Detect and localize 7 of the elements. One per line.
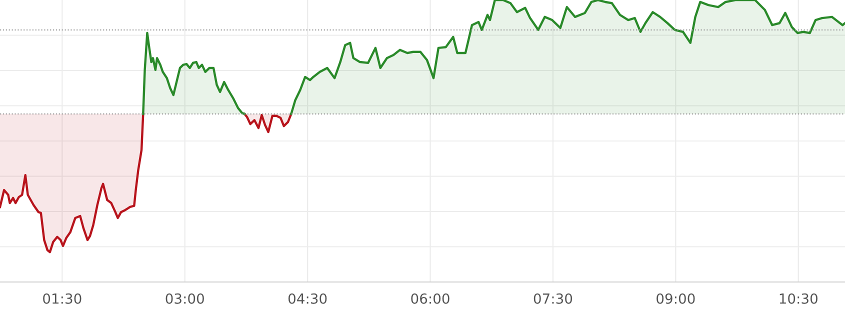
x-tick-label: 07:30 — [534, 293, 572, 304]
x-tick-label: 04:30 — [288, 293, 327, 304]
x-tick-label: 01:30 — [43, 293, 82, 304]
x-tick-label: 10:30 — [780, 293, 818, 304]
x-tick-label: 06:00 — [411, 293, 450, 304]
x-tick-label: 03:00 — [166, 293, 204, 304]
x-tick-label: 09:00 — [656, 293, 695, 304]
